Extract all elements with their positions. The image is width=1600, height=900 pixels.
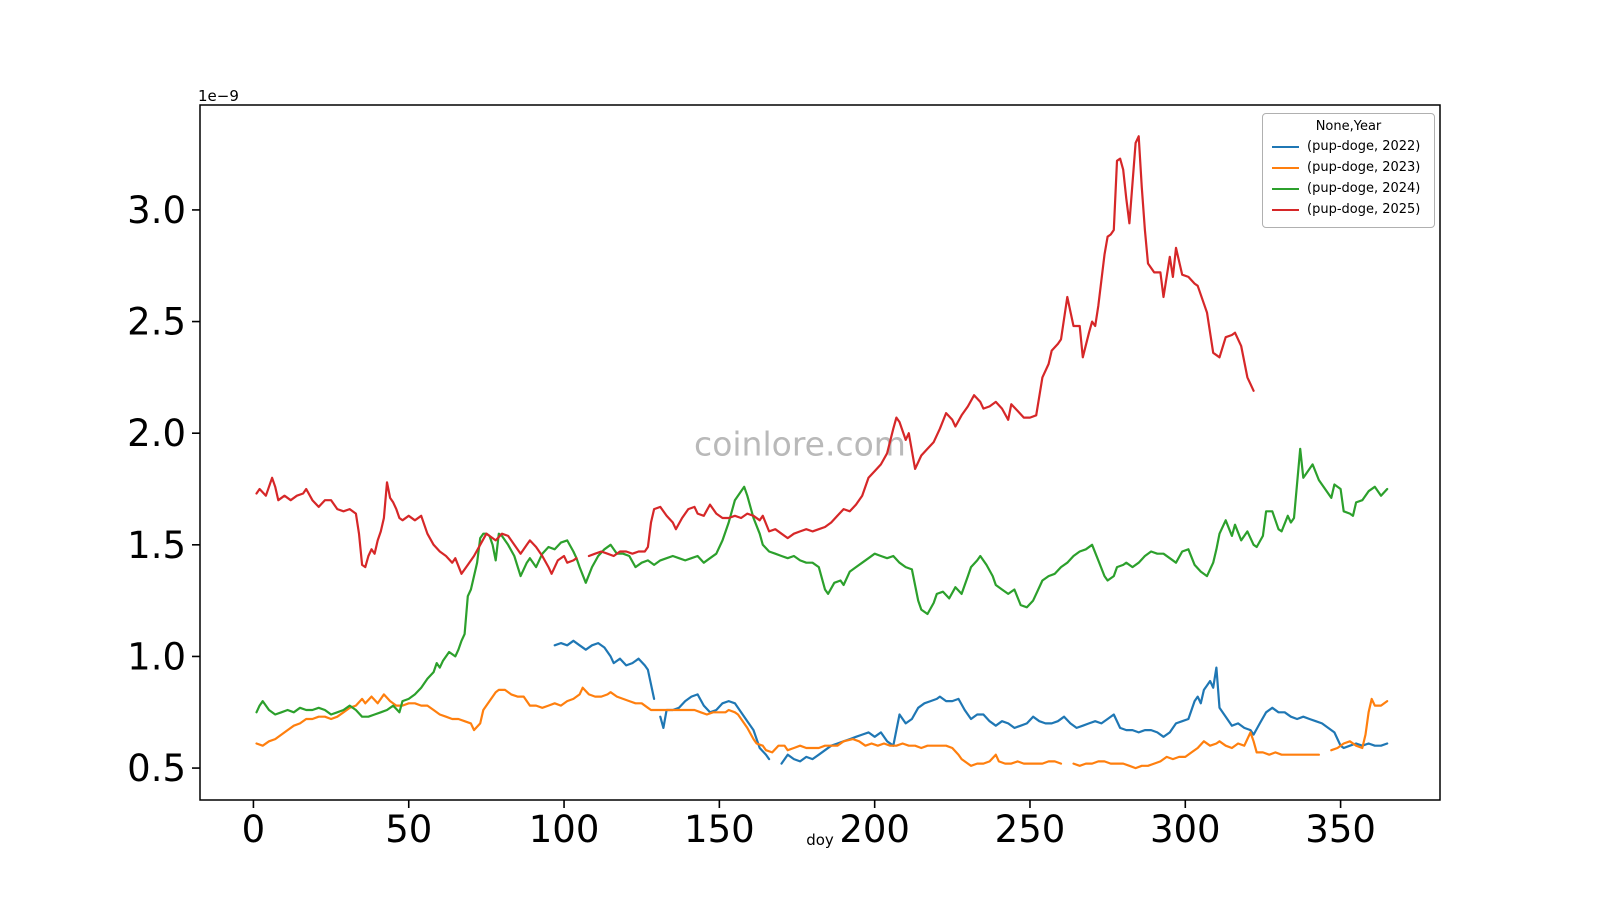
legend-line-swatch xyxy=(1272,187,1299,190)
watermark: coinlore.com xyxy=(694,424,906,464)
y-axis-offset-label: 1e−9 xyxy=(198,87,239,105)
series-line-2023 xyxy=(255,686,1389,770)
axes-spines xyxy=(199,104,1441,801)
series-line-2025 xyxy=(255,135,1255,575)
x-tick-label: 0 xyxy=(242,808,266,851)
y-tick-label: 2.5 xyxy=(127,301,186,344)
legend-title: None,Year xyxy=(1315,119,1382,134)
x-tick-label: 100 xyxy=(529,808,600,851)
x-axis-label: doy xyxy=(806,831,834,849)
x-tick-label: 300 xyxy=(1150,808,1221,851)
x-tick-label: 50 xyxy=(385,808,432,851)
legend-entry: (pup-doge, 2024) xyxy=(1272,178,1425,199)
legend-line-swatch xyxy=(1272,208,1299,211)
series-line-2022 xyxy=(553,639,1389,765)
y-tick-label: 0.5 xyxy=(127,747,186,790)
series-line-2024 xyxy=(255,447,1389,718)
y-tick-label: 1.0 xyxy=(127,635,186,678)
x-tick-label: 200 xyxy=(839,808,910,851)
legend-entry-label: (pup-doge, 2023) xyxy=(1307,160,1421,175)
x-tick-label: 350 xyxy=(1305,808,1376,851)
legend-entry-label: (pup-doge, 2022) xyxy=(1307,139,1421,154)
x-tick-label: 150 xyxy=(684,808,755,851)
legend-entry: (pup-doge, 2022) xyxy=(1272,136,1425,157)
legend-entry: (pup-doge, 2025) xyxy=(1272,199,1425,220)
legend-entries: (pup-doge, 2022) (pup-doge, 2023) (pup-dog… xyxy=(1272,136,1425,220)
legend-entry-label: (pup-doge, 2024) xyxy=(1307,181,1421,196)
legend-entry-label: (pup-doge, 2025) xyxy=(1307,202,1421,217)
legend-line-swatch xyxy=(1272,145,1299,148)
legend: None,Year (pup-doge, 2022) (pup-doge, 202… xyxy=(1262,113,1435,228)
legend-entry: (pup-doge, 2023) xyxy=(1272,157,1425,178)
legend-line-swatch xyxy=(1272,166,1299,169)
y-tick-label: 3.0 xyxy=(127,189,186,232)
y-tick-label: 2.0 xyxy=(127,412,186,455)
y-tick-label: 1.5 xyxy=(127,524,186,567)
x-tick-label: 250 xyxy=(995,808,1066,851)
